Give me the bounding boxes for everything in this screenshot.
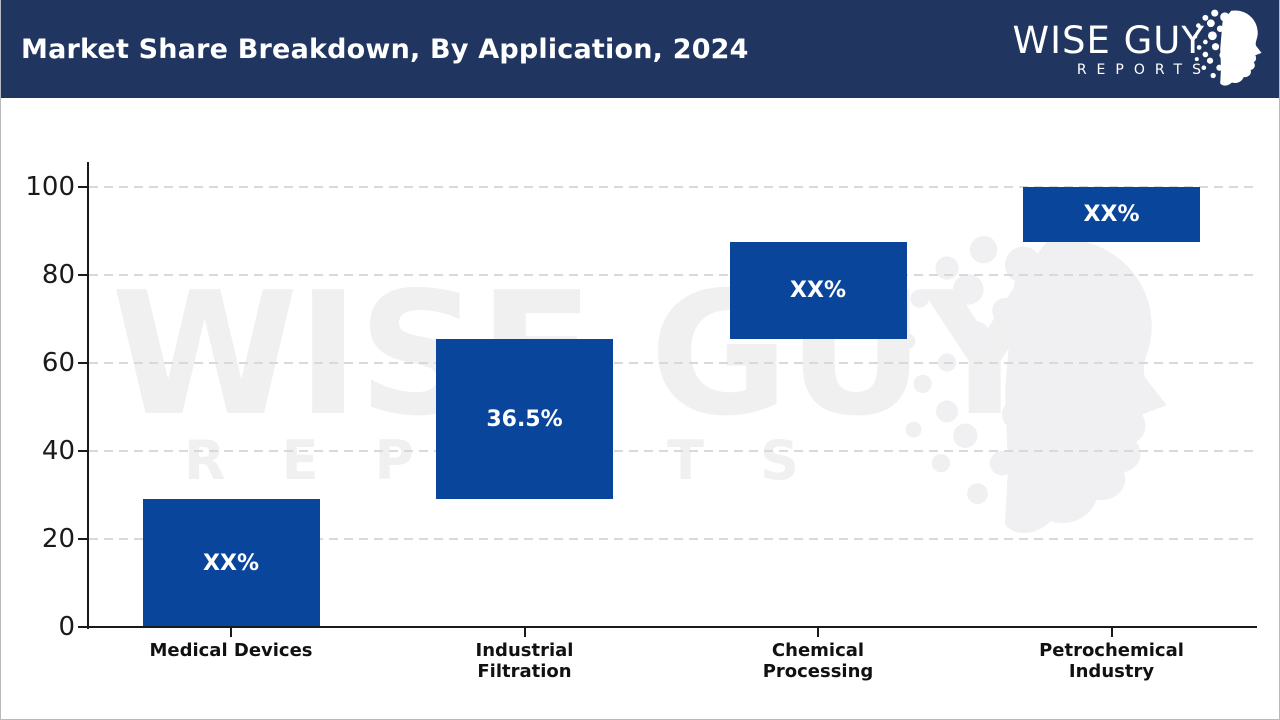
y-tick-80 bbox=[78, 274, 89, 276]
category-label-medical-devices: Medical Devices bbox=[149, 640, 313, 661]
x-tick-chemical-processing bbox=[817, 628, 819, 637]
x-tick-petrochemical-industry bbox=[1110, 628, 1113, 637]
gridline-100 bbox=[89, 186, 1257, 188]
bar-medical-devices bbox=[142, 499, 320, 627]
y-tick-label-20: 20 bbox=[41, 524, 75, 554]
y-tick-label-100: 100 bbox=[25, 172, 75, 202]
bar-chemical-processing bbox=[729, 242, 907, 339]
wise-guy-reports-logo: WISE GUY REPORTS bbox=[1013, 6, 1267, 92]
gridline-60 bbox=[89, 362, 1257, 364]
watermark-face-logo bbox=[883, 222, 1188, 558]
y-tick-label-60: 60 bbox=[41, 348, 75, 378]
y-tick-40 bbox=[78, 450, 89, 452]
y-tick-0 bbox=[78, 626, 89, 628]
bar-petrochemical-industry bbox=[1023, 187, 1200, 242]
x-tick-medical-devices bbox=[230, 628, 232, 637]
x-axis-line bbox=[87, 626, 1257, 628]
logo-reports-label: REPORTS bbox=[1076, 61, 1211, 78]
y-axis-line bbox=[87, 162, 89, 629]
bar-value-label-medical-devices: XX% bbox=[203, 550, 259, 576]
bar-value-label-petrochemical-industry: XX% bbox=[1083, 202, 1140, 227]
logo-wiseguy-label: WISE GUY bbox=[1012, 18, 1205, 62]
gridline-40 bbox=[89, 450, 1257, 452]
category-label-industrial-filtration: Industrial Filtration bbox=[475, 640, 574, 683]
y-tick-100 bbox=[78, 186, 89, 188]
y-tick-label-80: 80 bbox=[41, 260, 75, 290]
logo-face-icon bbox=[1189, 6, 1267, 92]
category-label-petrochemical-industry: Petrochemical Industry bbox=[1039, 640, 1184, 683]
y-tick-60 bbox=[78, 362, 89, 364]
bar-industrial-filtration bbox=[436, 338, 613, 500]
y-tick-20 bbox=[78, 538, 89, 540]
bar-value-label-industrial-filtration: 36.5% bbox=[486, 406, 563, 432]
category-label-chemical-processing: Chemical Processing bbox=[762, 640, 874, 683]
gridline-20 bbox=[89, 538, 1257, 540]
header-bar: Market Share Breakdown, By Application, … bbox=[1, 0, 1279, 98]
x-tick-industrial-filtration bbox=[523, 628, 526, 637]
y-tick-label-40: 40 bbox=[41, 436, 75, 466]
y-tick-label-0: 0 bbox=[58, 612, 75, 642]
bar-value-label-chemical-processing: XX% bbox=[790, 277, 846, 303]
gridline-80 bbox=[89, 274, 1257, 276]
page-title: Market Share Breakdown, By Application, … bbox=[21, 33, 749, 65]
logo-text: WISE GUY REPORTS bbox=[1013, 22, 1205, 77]
